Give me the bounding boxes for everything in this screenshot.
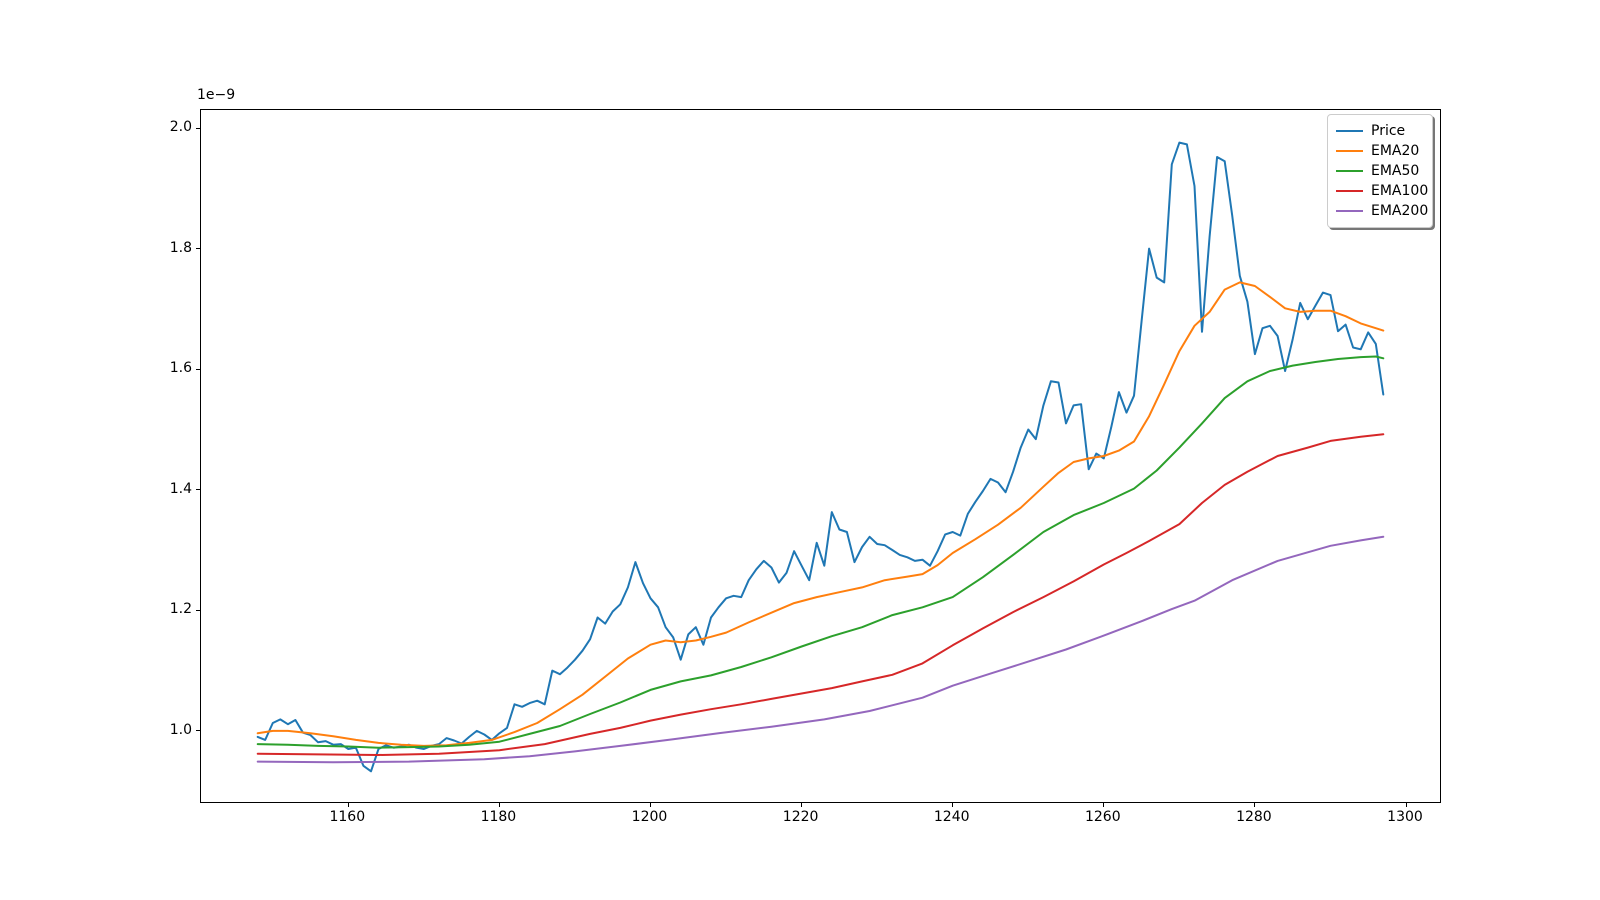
x-tick-label: 1160 bbox=[329, 809, 366, 825]
y-tick-label: 2.0 bbox=[169, 119, 192, 136]
legend-line-sample-ema100 bbox=[1336, 190, 1363, 192]
y-tick-label: 1.8 bbox=[169, 239, 192, 256]
plot-area bbox=[196, 109, 1441, 807]
legend-item-ema200: EMA200 bbox=[1336, 201, 1428, 221]
x-tick-label: 1200 bbox=[631, 809, 668, 825]
x-tick-label: 1300 bbox=[1387, 809, 1423, 825]
legend-line-sample-ema20 bbox=[1336, 150, 1363, 152]
x-tick-mark bbox=[1254, 803, 1256, 807]
legend-label-price: Price bbox=[1371, 123, 1406, 139]
x-tick-mark bbox=[952, 803, 954, 807]
y-tick-mark bbox=[196, 368, 200, 370]
x-tick-label: 1260 bbox=[1084, 809, 1121, 825]
x-tick-label: 1240 bbox=[933, 809, 970, 825]
legend-item-ema50: EMA50 bbox=[1336, 161, 1424, 181]
x-tick-mark bbox=[1103, 803, 1105, 807]
legend-label-ema20: EMA20 bbox=[1371, 143, 1420, 159]
x-tick-label: 1220 bbox=[782, 809, 819, 825]
y-axis-offset-label: 1e−9 bbox=[197, 87, 236, 103]
series-line-ema100 bbox=[256, 433, 1385, 756]
x-tick-label: 1280 bbox=[1236, 809, 1272, 825]
x-tick-mark bbox=[347, 803, 349, 807]
y-tick-label: 1.2 bbox=[169, 601, 192, 618]
x-tick-mark bbox=[1405, 803, 1407, 807]
legend-label-ema100: EMA100 bbox=[1371, 183, 1429, 199]
y-tick-mark bbox=[196, 127, 200, 129]
series-line-ema200 bbox=[256, 535, 1385, 764]
y-tick-label: 1.4 bbox=[169, 480, 192, 497]
series-line-ema20 bbox=[256, 281, 1385, 747]
x-tick-mark bbox=[650, 803, 651, 807]
legend-line-sample-price bbox=[1336, 130, 1363, 132]
y-tick-mark bbox=[196, 248, 200, 250]
legend-item-ema20: EMA20 bbox=[1336, 141, 1424, 161]
y-tick-mark bbox=[196, 489, 200, 491]
y-tick-label: 1.6 bbox=[169, 360, 192, 377]
legend-line-sample-ema200 bbox=[1336, 210, 1363, 212]
legend: Price EMA20 EMA50 EMA100 EMA200 bbox=[1327, 114, 1433, 228]
plot-lines bbox=[256, 141, 1385, 773]
x-tick-mark bbox=[498, 803, 500, 807]
x-tick-mark bbox=[801, 803, 803, 807]
legend-item-ema100: EMA100 bbox=[1336, 181, 1428, 201]
series-line-ema50 bbox=[256, 355, 1385, 749]
legend-label-ema50: EMA50 bbox=[1371, 163, 1420, 179]
y-tick-label: 1.0 bbox=[169, 721, 192, 738]
y-tick-mark bbox=[196, 609, 200, 611]
legend-item-price: Price bbox=[1336, 121, 1424, 141]
x-tick-label: 1180 bbox=[480, 809, 517, 825]
y-tick-mark bbox=[196, 730, 200, 732]
series-line-price bbox=[256, 141, 1385, 773]
legend-line-sample-ema50 bbox=[1336, 170, 1363, 172]
legend-label-ema200: EMA200 bbox=[1371, 203, 1429, 219]
